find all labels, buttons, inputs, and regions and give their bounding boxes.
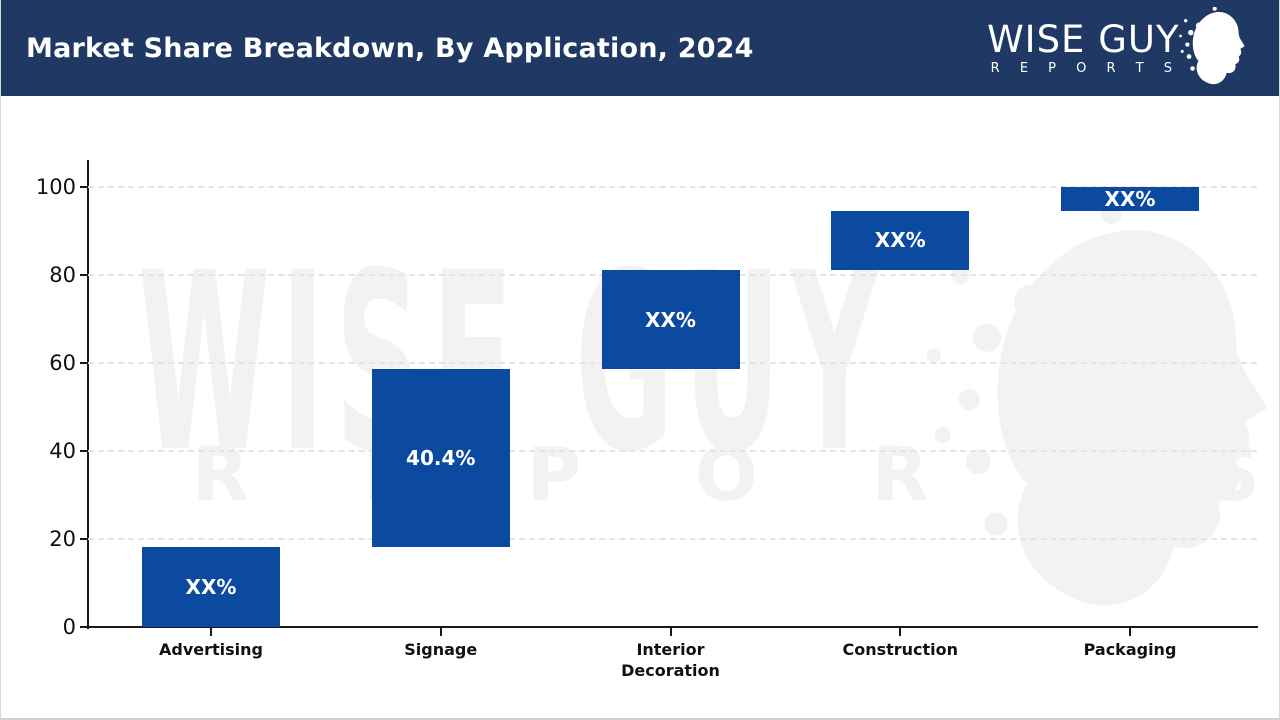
x-tick-mark: [210, 628, 212, 636]
x-tick-label: Construction: [842, 640, 959, 659]
logo-head-icon: [1179, 7, 1245, 85]
gridline: [88, 449, 1257, 452]
y-tick-mark: [80, 273, 88, 276]
y-tick-mark: [80, 185, 88, 188]
x-axis-line: [87, 626, 1258, 628]
y-tick-mark: [80, 449, 88, 452]
y-tick-label: 80: [49, 262, 76, 287]
bar-value-label: XX%: [1104, 186, 1156, 211]
bar-value-label: 40.4%: [406, 446, 476, 471]
bar-value-label: XX%: [874, 228, 926, 253]
y-tick-label: 0: [62, 615, 76, 639]
y-tick-label: 60: [49, 350, 76, 375]
y-tick-mark: [80, 361, 88, 364]
brand-name: WISE GUY: [987, 17, 1180, 61]
bar-advertising: XX%: [142, 547, 280, 627]
bar-value-label: XX%: [185, 575, 237, 600]
gridline: [88, 185, 1257, 188]
x-tick-label: Interior Decoration: [621, 640, 720, 681]
x-tick-label: Signage: [404, 640, 478, 659]
x-tick-mark: [1129, 628, 1131, 636]
gridline: [88, 537, 1257, 540]
x-tick-label: Packaging: [1083, 640, 1177, 659]
brand-logo-text: WISE GUY R E P O R T S: [987, 21, 1180, 76]
brand-logo: WISE GUY R E P O R T S: [987, 7, 1250, 89]
brand-subtitle: R E P O R T S: [990, 60, 1180, 76]
bar-packaging: XX%: [1061, 186, 1199, 212]
x-tick-mark: [439, 628, 442, 636]
y-tick-label: 100: [35, 174, 76, 199]
y-axis-line: [87, 160, 89, 629]
y-tick-mark: [80, 537, 88, 540]
bar-construction: XX%: [831, 211, 970, 270]
y-tick-label: 20: [49, 526, 76, 551]
x-tick-mark: [669, 628, 672, 636]
chart-plot-area: 0 20 40 60 80 100 XX% Advertising 40.4% Signage XX…: [0, 96, 1280, 716]
page-title: Market Share Breakdown, By Application, …: [26, 32, 754, 64]
header-bar: Market Share Breakdown, By Application, …: [0, 0, 1280, 96]
y-tick-mark: [80, 626, 88, 628]
y-tick-label: 40: [49, 438, 76, 463]
x-tick-mark: [899, 628, 902, 636]
x-tick-label: Advertising: [159, 640, 263, 659]
bar-value-label: XX%: [645, 307, 696, 332]
bar-signage: 40.4%: [371, 369, 510, 548]
bar-interior-decoration: XX%: [601, 269, 740, 370]
